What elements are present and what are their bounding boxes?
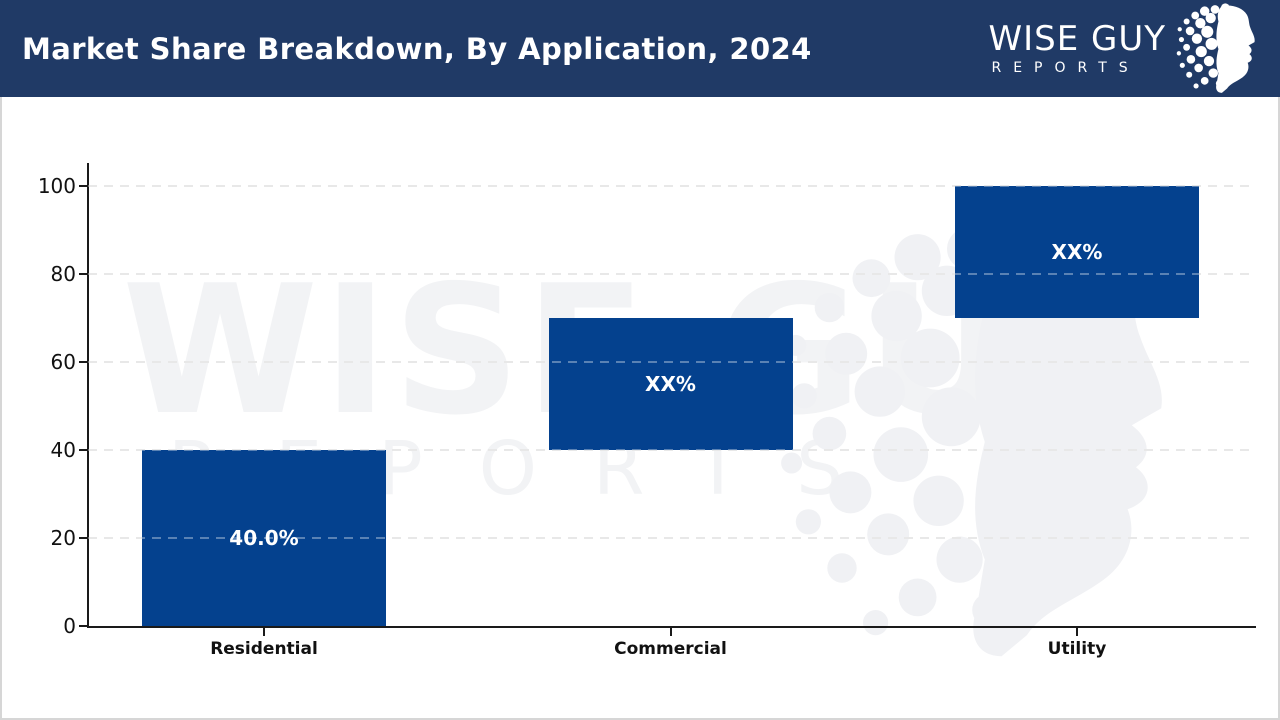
- bar-commercial: [548, 317, 793, 450]
- x-tick-label-utility: Utility: [1047, 639, 1107, 659]
- brand-logo-text: WISE GUY REPORTS: [988, 22, 1166, 75]
- y-tick: [79, 448, 87, 451]
- brand-name: WISE GUY: [988, 19, 1166, 59]
- y-tick: [79, 360, 87, 363]
- brand-subname: REPORTS: [991, 60, 1140, 76]
- gridline-overlay: [88, 360, 1253, 363]
- x-axis-spine: [87, 626, 1256, 628]
- x-tick: [1075, 628, 1078, 636]
- gridline-overlay: [88, 536, 1253, 539]
- y-tick: [79, 184, 87, 187]
- page-title: Market Share Breakdown, By Application, …: [22, 31, 812, 66]
- bar-residential: [142, 449, 386, 626]
- y-tick-label: 60: [50, 349, 76, 374]
- gridline-overlay: [88, 448, 1253, 451]
- y-tick-label: 80: [50, 261, 76, 286]
- x-tick: [263, 628, 265, 636]
- bar-label-residential: 40.0%: [229, 525, 299, 550]
- gridline: [88, 536, 1253, 539]
- bar-label-commercial: XX%: [645, 371, 696, 396]
- gridline: [88, 448, 1253, 451]
- x-tick-label-commercial: Commercial: [614, 639, 727, 659]
- y-tick: [79, 272, 87, 275]
- gridline: [88, 184, 1253, 187]
- y-axis-spine: [87, 163, 89, 628]
- x-tick-label-residential: Residential: [210, 639, 318, 659]
- brand-dotted-face-icon: [1176, 2, 1255, 93]
- gridline-overlay: [88, 184, 1253, 187]
- y-tick-label: 40: [50, 437, 76, 462]
- bar-label-utility: XX%: [1051, 239, 1103, 264]
- gridline: [88, 272, 1253, 275]
- x-tick: [669, 628, 672, 636]
- brand-logo: WISE GUY REPORTS: [988, 2, 1258, 95]
- y-tick-label: 0: [63, 614, 76, 638]
- y-tick-label: 20: [50, 525, 76, 550]
- y-tick-label: 100: [37, 173, 76, 198]
- y-tick: [79, 625, 87, 627]
- header-bar: Market Share Breakdown, By Application, …: [0, 0, 1280, 97]
- y-tick: [79, 536, 87, 539]
- gridline-overlay: [88, 272, 1253, 275]
